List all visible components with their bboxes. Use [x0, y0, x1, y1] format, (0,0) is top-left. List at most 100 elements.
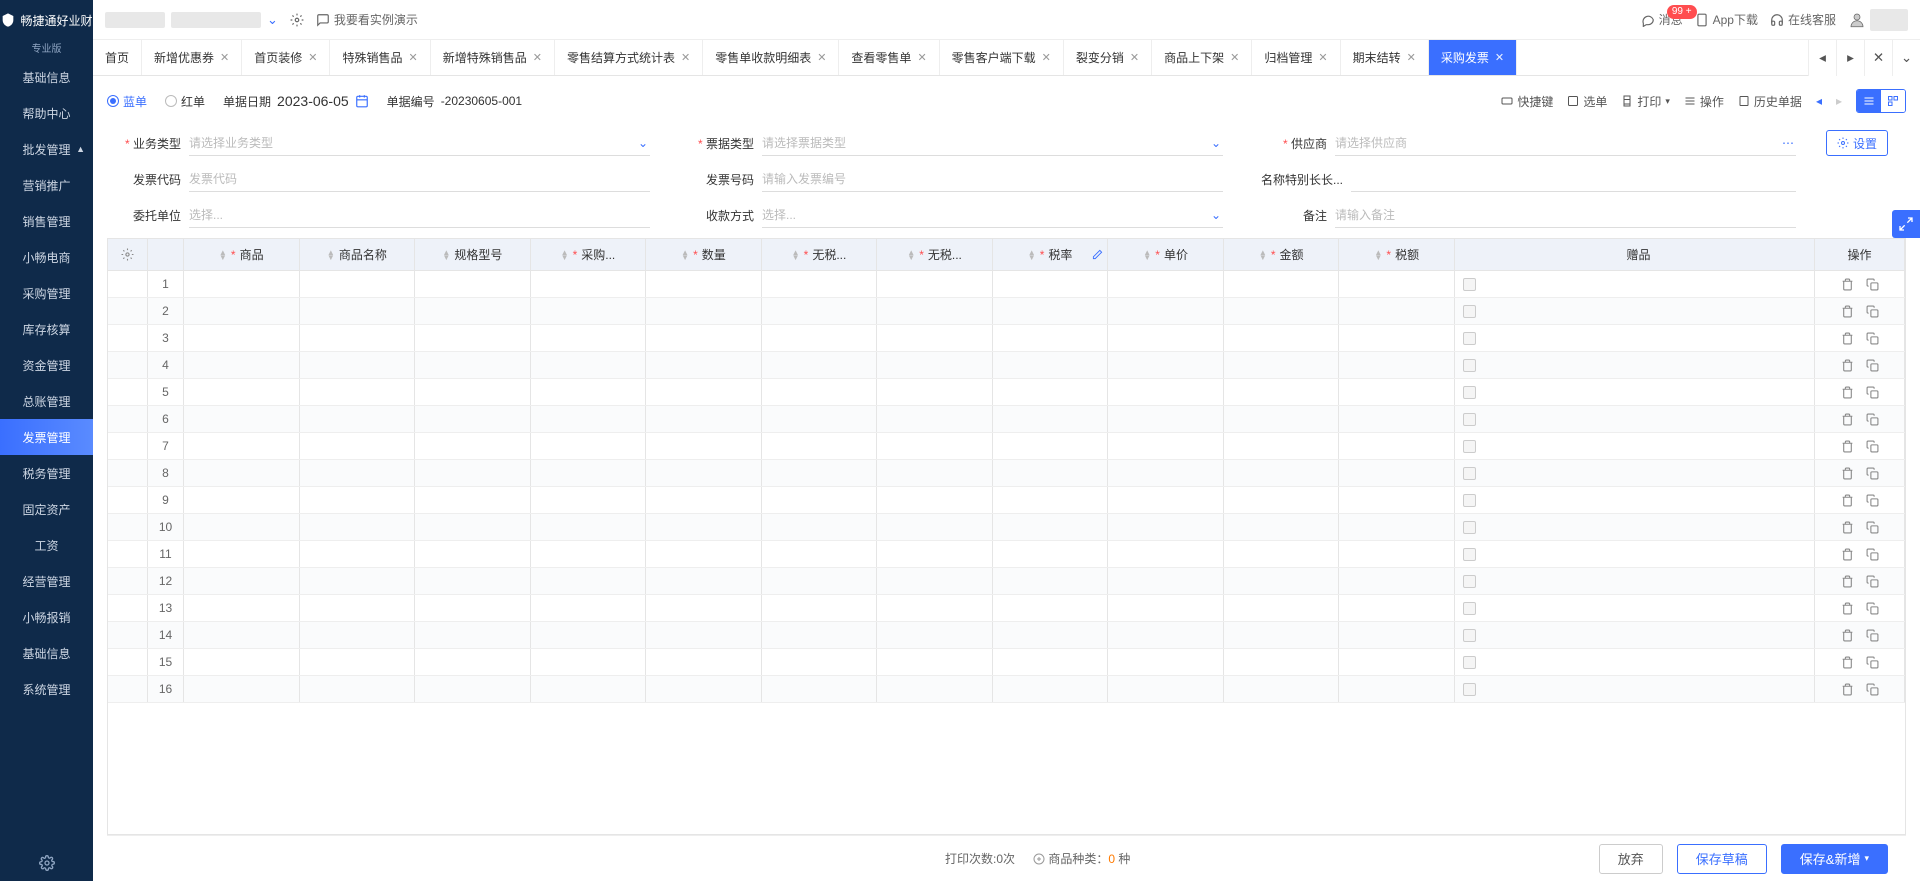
table-cell[interactable]: [877, 406, 993, 432]
table-cell[interactable]: [415, 379, 531, 405]
table-cell[interactable]: [762, 487, 878, 513]
tabs-close-all-button[interactable]: ✕: [1864, 40, 1892, 76]
table-cell[interactable]: [1224, 271, 1340, 297]
sidebar-item[interactable]: 帮助中心: [0, 95, 93, 131]
table-cell[interactable]: [1339, 298, 1455, 324]
table-cell[interactable]: [531, 352, 647, 378]
table-cell[interactable]: [184, 298, 300, 324]
table-cell[interactable]: [300, 514, 416, 540]
table-cell[interactable]: [993, 298, 1109, 324]
table-cell[interactable]: [415, 649, 531, 675]
tabs-next-button[interactable]: ▸: [1836, 40, 1864, 76]
table-cell[interactable]: [531, 568, 647, 594]
tab[interactable]: 首页装修✕: [242, 40, 330, 75]
table-cell[interactable]: [1108, 487, 1224, 513]
table-cell[interactable]: [300, 676, 416, 702]
copy-row-icon[interactable]: [1866, 386, 1879, 399]
table-cell[interactable]: [531, 379, 647, 405]
table-cell[interactable]: [184, 379, 300, 405]
tab-close-icon[interactable]: ✕: [409, 51, 418, 64]
table-cell[interactable]: [993, 649, 1109, 675]
table-cell[interactable]: [646, 595, 762, 621]
table-cell[interactable]: [531, 433, 647, 459]
tab-close-icon[interactable]: ✕: [1318, 51, 1327, 64]
table-cell[interactable]: [1108, 325, 1224, 351]
table-cell[interactable]: [762, 541, 878, 567]
table-cell[interactable]: [415, 595, 531, 621]
remark-input[interactable]: 请输入备注: [1335, 202, 1796, 228]
tab[interactable]: 新增优惠券✕: [142, 40, 242, 75]
save-draft-button[interactable]: 保存草稿: [1677, 844, 1767, 874]
table-cell[interactable]: [646, 541, 762, 567]
table-cell[interactable]: [1224, 325, 1340, 351]
table-cell[interactable]: [1108, 271, 1224, 297]
delete-row-icon[interactable]: [1841, 602, 1854, 615]
table-cell[interactable]: [646, 406, 762, 432]
table-cell[interactable]: [762, 352, 878, 378]
tab[interactable]: 零售结算方式统计表✕: [555, 40, 703, 75]
table-cell[interactable]: [762, 271, 878, 297]
app-download-button[interactable]: App下载: [1695, 11, 1758, 28]
history-next[interactable]: ▸: [1836, 94, 1842, 108]
table-cell[interactable]: [531, 676, 647, 702]
table-cell[interactable]: [762, 595, 878, 621]
table-cell[interactable]: [877, 352, 993, 378]
tab[interactable]: 首页: [93, 40, 142, 75]
table-cell[interactable]: [993, 325, 1109, 351]
gift-cell[interactable]: [1455, 622, 1815, 648]
table-cell[interactable]: [184, 568, 300, 594]
table-cell[interactable]: [762, 379, 878, 405]
print-link[interactable]: 打印▾: [1621, 93, 1670, 110]
table-cell[interactable]: [531, 406, 647, 432]
delete-row-icon[interactable]: [1841, 278, 1854, 291]
table-cell[interactable]: [993, 487, 1109, 513]
table-cell[interactable]: [646, 352, 762, 378]
gift-checkbox[interactable]: [1463, 386, 1476, 399]
table-cell[interactable]: [184, 622, 300, 648]
table-settings-icon[interactable]: [108, 239, 148, 270]
pay-method-select[interactable]: 选择...⌄: [762, 202, 1223, 228]
table-cell[interactable]: [300, 325, 416, 351]
sidebar-item[interactable]: 基础信息: [0, 635, 93, 671]
delete-row-icon[interactable]: [1841, 521, 1854, 534]
table-cell[interactable]: [300, 460, 416, 486]
table-cell[interactable]: [1339, 433, 1455, 459]
table-cell[interactable]: [531, 514, 647, 540]
table-cell[interactable]: [1339, 595, 1455, 621]
table-cell[interactable]: [1224, 298, 1340, 324]
table-cell[interactable]: [1224, 406, 1340, 432]
sidebar-item[interactable]: 小畅报销: [0, 599, 93, 635]
table-cell[interactable]: [1339, 379, 1455, 405]
gift-cell[interactable]: [1455, 325, 1815, 351]
table-cell[interactable]: [1224, 514, 1340, 540]
invoice-no-input[interactable]: 请输入发票编号: [762, 166, 1223, 192]
table-cell[interactable]: [1224, 487, 1340, 513]
discard-button[interactable]: 放弃: [1599, 844, 1663, 874]
table-cell[interactable]: [1339, 649, 1455, 675]
table-cell[interactable]: [1108, 568, 1224, 594]
shortcut-link[interactable]: 快捷键: [1501, 93, 1553, 110]
table-cell[interactable]: [762, 325, 878, 351]
invoice-code-input[interactable]: 发票代码: [189, 166, 650, 192]
online-cs-button[interactable]: 在线客服: [1770, 11, 1836, 28]
sidebar-item[interactable]: 营销推广: [0, 167, 93, 203]
table-cell[interactable]: [646, 514, 762, 540]
gift-checkbox[interactable]: [1463, 602, 1476, 615]
table-cell[interactable]: [300, 406, 416, 432]
table-cell[interactable]: [184, 649, 300, 675]
table-cell[interactable]: [1108, 649, 1224, 675]
table-cell[interactable]: [184, 325, 300, 351]
copy-row-icon[interactable]: [1866, 494, 1879, 507]
sidebar-item[interactable]: 批发管理▲: [0, 131, 93, 167]
biz-type-select[interactable]: 请选择业务类型⌄: [189, 130, 650, 156]
view-list-button[interactable]: [1857, 90, 1881, 112]
table-cell[interactable]: [415, 298, 531, 324]
gift-checkbox[interactable]: [1463, 440, 1476, 453]
table-cell[interactable]: [877, 487, 993, 513]
table-cell[interactable]: [646, 676, 762, 702]
table-cell[interactable]: [877, 514, 993, 540]
delete-row-icon[interactable]: [1841, 413, 1854, 426]
table-cell[interactable]: [184, 352, 300, 378]
table-cell[interactable]: [415, 622, 531, 648]
copy-row-icon[interactable]: [1866, 467, 1879, 480]
